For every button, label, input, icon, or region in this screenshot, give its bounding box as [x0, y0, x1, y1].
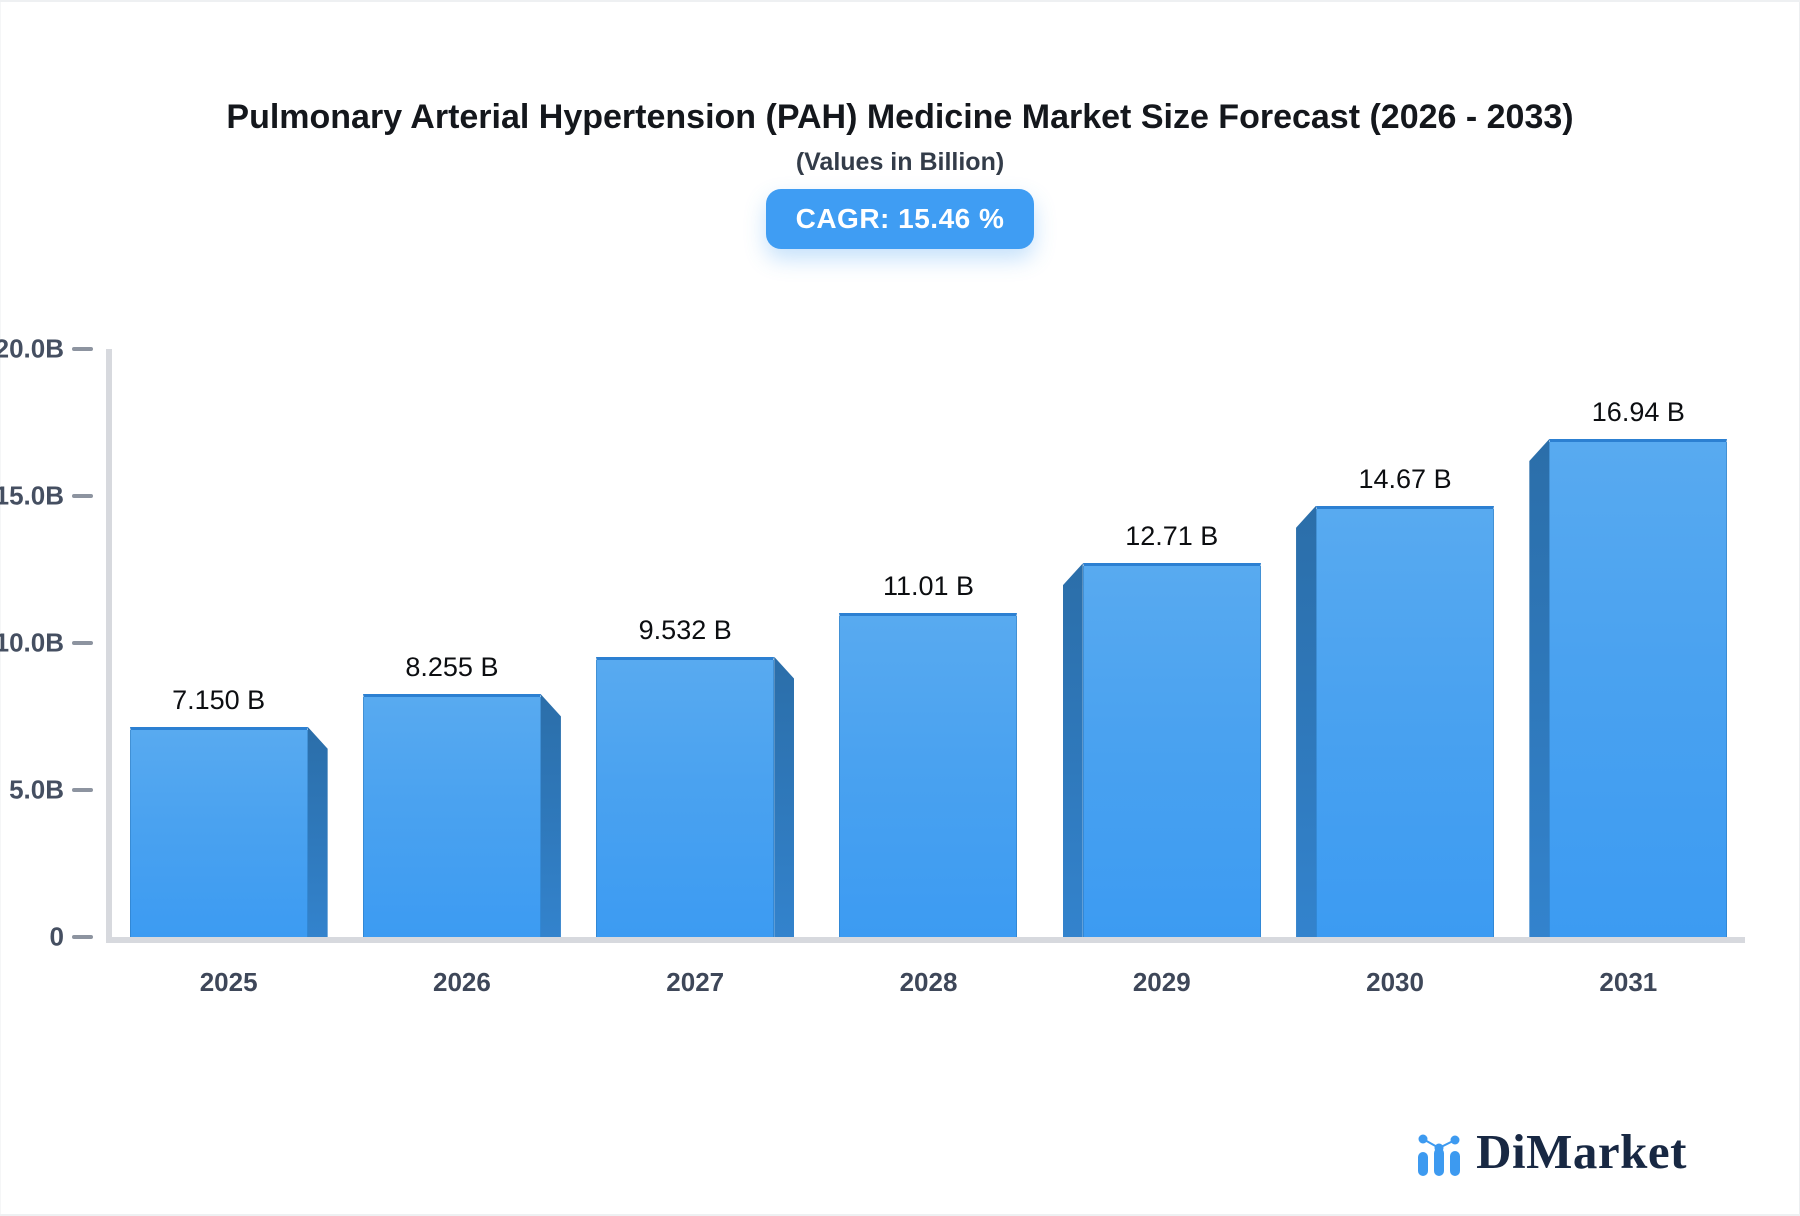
bar-value-label: 14.67 B [1358, 463, 1452, 494]
chart-subtitle: (Values in Billion) [795, 148, 1005, 177]
bar-side-face [774, 656, 795, 937]
bar-2027: 9.532 B [596, 615, 795, 937]
brand-name: DiMarket [1476, 1124, 1687, 1179]
bar-value-label: 11.01 B [882, 571, 975, 602]
bar-slot: 12.71 B [1045, 349, 1278, 937]
cagr-badge: CAGR: 15.46 % [765, 189, 1035, 250]
x-axis-labels: 2025 2026 2027 2028 2029 2030 2031 [112, 967, 1745, 998]
bar-slot: 9.532 B [579, 349, 812, 937]
bar-side-face [1529, 438, 1550, 937]
bar-side-face [1296, 505, 1317, 937]
chart-header: Pulmonary Arterial Hypertension (PAH) Me… [0, 2, 1800, 250]
x-tick-label: 2028 [899, 967, 958, 997]
bar-2025: 7.150 B [129, 685, 328, 937]
bar-slot: 7.150 B [112, 349, 345, 937]
bar-value-label: 7.150 B [172, 684, 266, 715]
bar-value-label: 9.532 B [638, 614, 732, 645]
bar-2026: 8.255 B [362, 652, 561, 937]
y-tick-dash [72, 788, 93, 792]
bar-slot: 11.01 B [812, 349, 1045, 937]
x-tick-label: 2029 [1132, 967, 1191, 997]
plot-area: 20.0B 15.0B 10.0B 5.0B 0 7.150 B 8.255 B 9.532… [0, 334, 1745, 997]
bar-face [839, 613, 1018, 937]
x-tick-label: 2030 [1366, 967, 1424, 997]
bar-slot: 16.94 B [1512, 349, 1745, 937]
bar-slot: 8.255 B [345, 349, 578, 937]
bar-value-label: 12.71 B [1125, 521, 1219, 552]
y-tick-label: 20.0B [0, 333, 64, 364]
bar-side-face [1062, 563, 1083, 937]
badge-row: CAGR: 15.46 % [0, 189, 1800, 250]
bar-side-face [540, 694, 561, 937]
bar-face [1082, 563, 1261, 937]
bar-face [362, 694, 541, 937]
x-tick-label: 2026 [433, 967, 491, 997]
chart-title: Pulmonary Arterial Hypertension (PAH) Me… [226, 98, 1574, 136]
y-tick-dash [72, 641, 93, 645]
y-tick-label: 0 [49, 921, 64, 952]
x-tick-label: 2031 [1599, 967, 1658, 997]
bar-face [1316, 505, 1495, 937]
y-tick-label: 5.0B [9, 774, 64, 805]
bar-value-label: 8.255 B [405, 652, 499, 683]
bar-face [596, 656, 775, 937]
dimarket-logo-icon [1418, 1134, 1461, 1176]
bar-slot: 14.67 B [1278, 349, 1511, 937]
bar-side-face [307, 726, 328, 937]
x-tick-label: 2027 [666, 967, 725, 997]
x-tick-label: 2025 [199, 967, 258, 997]
y-tick-dash [72, 494, 93, 498]
bar-value-label: 16.94 B [1591, 396, 1685, 427]
bars-container: 7.150 B 8.255 B 9.532 B 11.01 B 12.71 B 14.67… [112, 349, 1745, 937]
y-tick-label: 15.0B [0, 480, 64, 511]
y-tick-dash [72, 347, 93, 351]
bar-2031: 16.94 B [1529, 397, 1728, 937]
brand-logo: DiMarket [1416, 1127, 1687, 1176]
y-tick-dash [72, 935, 93, 939]
bar-2030: 14.67 B [1296, 464, 1495, 937]
y-tick-label: 10.0B [0, 627, 64, 658]
bar-2028: 11.01 B [839, 571, 1018, 937]
bar-face [1549, 438, 1728, 937]
bar-2029: 12.71 B [1062, 521, 1261, 937]
bar-face [129, 726, 308, 937]
